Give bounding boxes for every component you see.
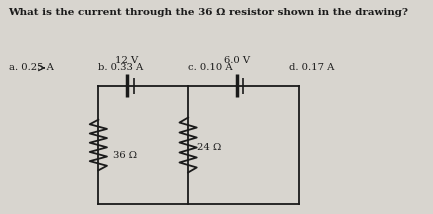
- Text: 12 V: 12 V: [116, 56, 139, 65]
- Text: c. 0.10 A: c. 0.10 A: [188, 63, 233, 72]
- Text: b. 0.33 A: b. 0.33 A: [98, 63, 144, 72]
- Text: 6.0 V: 6.0 V: [223, 56, 250, 65]
- Text: 36 Ω: 36 Ω: [113, 151, 137, 160]
- Text: What is the current through the 36 Ω resistor shown in the drawing?: What is the current through the 36 Ω res…: [9, 8, 409, 17]
- Text: d. 0.17 A: d. 0.17 A: [289, 63, 334, 72]
- Text: a. 0.25 A: a. 0.25 A: [9, 63, 53, 72]
- Text: 24 Ω: 24 Ω: [197, 143, 221, 152]
